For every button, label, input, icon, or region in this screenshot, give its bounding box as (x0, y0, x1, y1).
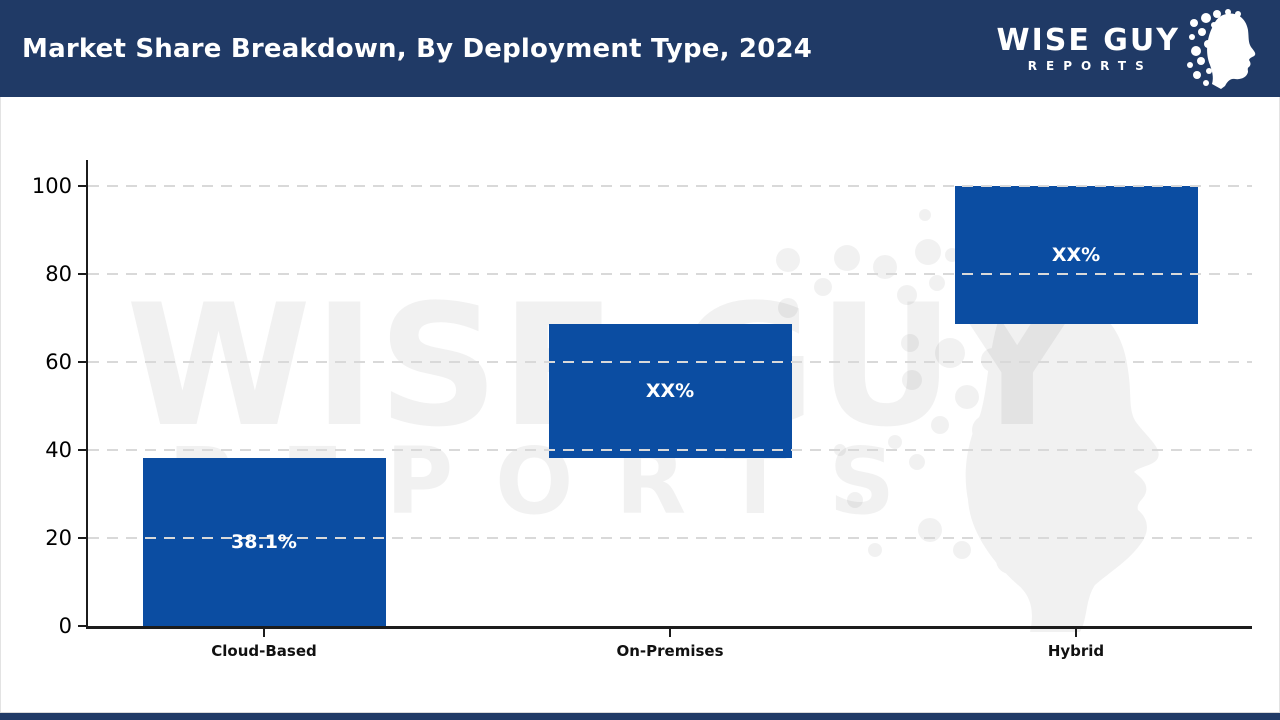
logo-line1: WISE GUY (996, 22, 1180, 58)
wise-guy-logo: WISE GUY REPORTS (996, 8, 1258, 89)
y-tick-label: 20 (45, 526, 72, 550)
logo-head-icon (1187, 8, 1256, 89)
gridline-80 (88, 273, 1252, 275)
y-tick-label: 80 (45, 262, 72, 286)
y-tickmark (78, 185, 86, 187)
watermark-face-icon (776, 209, 1162, 632)
bar-value-label: XX% (645, 380, 695, 403)
y-tickmark (78, 361, 86, 363)
bottom-edge-line (0, 712, 1280, 713)
gridline-40 (88, 449, 1252, 451)
x-tickmark (263, 629, 265, 637)
gridline-20 (88, 537, 1252, 539)
y-tickmark (78, 449, 86, 451)
bar-value-label: XX% (1051, 244, 1101, 267)
x-category-label: On-Premises (616, 642, 724, 660)
y-tick-label: 100 (31, 174, 72, 198)
bar-value-label: 38.1% (231, 531, 297, 554)
x-category-label: Hybrid (1047, 642, 1105, 660)
bar-cloud-based (142, 458, 386, 626)
x-tickmark (1075, 629, 1077, 637)
bar-on-premises (548, 324, 792, 459)
header: Market Share Breakdown, By Deployment Ty… (0, 0, 1280, 97)
logo-wordmark: WISE GUY REPORTS (996, 22, 1180, 73)
gridline-100 (88, 185, 1252, 187)
x-category-label: Cloud-Based (211, 642, 317, 660)
y-tick-label: 60 (45, 350, 72, 374)
x-axis-line (86, 626, 1252, 629)
footer-bar (0, 713, 1280, 720)
bar-hybrid (954, 186, 1198, 325)
y-tickmark (78, 273, 86, 275)
page-title: Market Share Breakdown, By Deployment Ty… (22, 33, 813, 64)
y-axis-line (86, 159, 88, 629)
gridline-60 (88, 361, 1252, 363)
y-tickmark (78, 625, 86, 627)
y-tickmark (78, 537, 86, 539)
y-tick-label: 40 (45, 438, 72, 462)
x-tickmark (669, 629, 671, 637)
y-tick-label: 0 (58, 614, 72, 638)
logo-line2: REPORTS (1027, 58, 1153, 73)
